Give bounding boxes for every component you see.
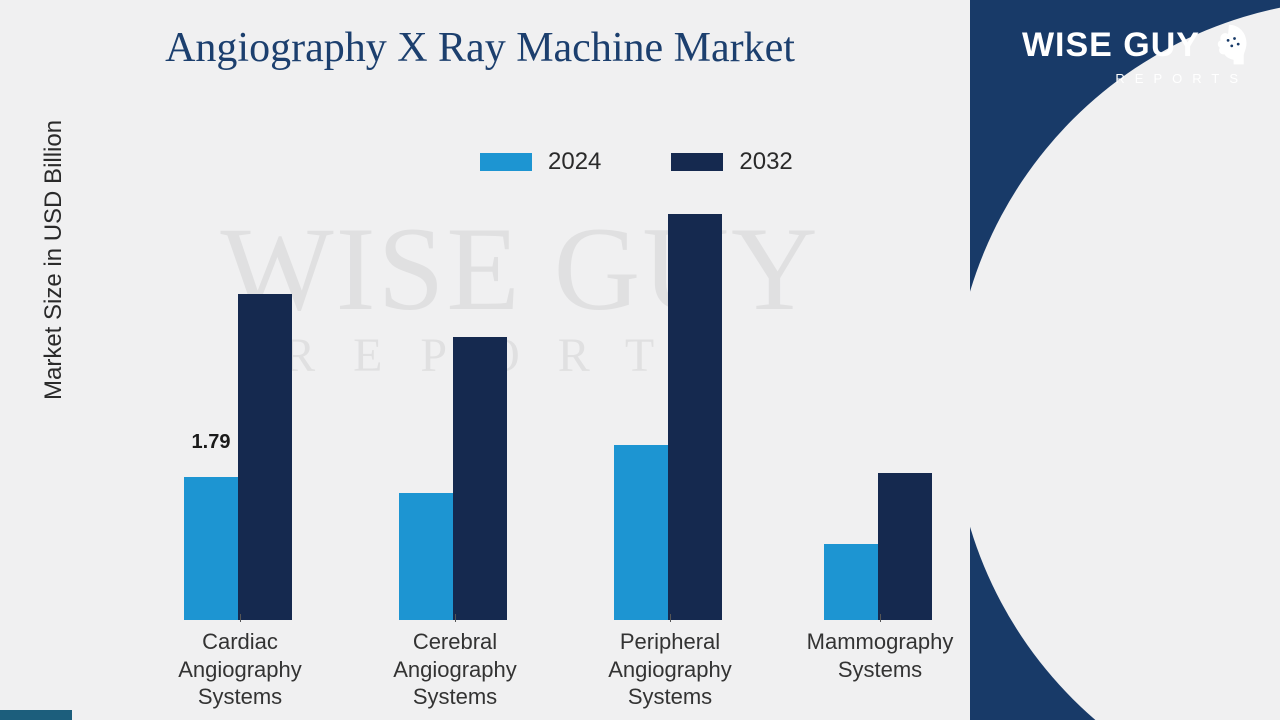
- bar-2024: [824, 544, 878, 620]
- y-axis-label: Market Size in USD Billion: [40, 120, 68, 400]
- legend-swatch-2032: [671, 153, 723, 171]
- brand-head-icon: [1206, 22, 1252, 68]
- brand-name: WISE GUY: [1022, 28, 1200, 62]
- circle-cutout: [953, 0, 1280, 720]
- legend-swatch-2024: [480, 153, 532, 171]
- chart-title: Angiography X Ray Machine Market: [0, 24, 960, 72]
- legend: 2024 2032: [480, 148, 793, 176]
- legend-label-2024: 2024: [548, 148, 601, 176]
- bar-2032: [453, 337, 507, 620]
- bar-2024: [399, 493, 453, 620]
- bar-2024: [184, 477, 238, 620]
- category-label: Cerebral Angiography Systems: [355, 620, 555, 711]
- chart-canvas: Angiography X Ray Machine Market WISE GU…: [0, 0, 1280, 720]
- bar-2032: [668, 214, 722, 620]
- bar-2032: [878, 473, 932, 620]
- legend-item-2032: 2032: [671, 148, 792, 176]
- legend-item-2024: 2024: [480, 148, 601, 176]
- bar-2032: [238, 294, 292, 620]
- bottom-accent-bar: [0, 710, 72, 720]
- category-label: Cardiac Angiography Systems: [140, 620, 340, 711]
- legend-label-2032: 2032: [739, 148, 792, 176]
- bar-2024: [614, 445, 668, 620]
- category-label: Mammography Systems: [780, 620, 980, 683]
- right-accent-band: [970, 0, 1280, 720]
- brand-logo: WISE GUY REPORTS: [1022, 22, 1252, 85]
- bar-value-label: 1.79: [192, 431, 231, 454]
- plot-area: Cardiac Angiography Systems1.79Cerebral …: [120, 190, 980, 620]
- category-label: Peripheral Angiography Systems: [570, 620, 770, 711]
- brand-sub: REPORTS: [1022, 72, 1252, 85]
